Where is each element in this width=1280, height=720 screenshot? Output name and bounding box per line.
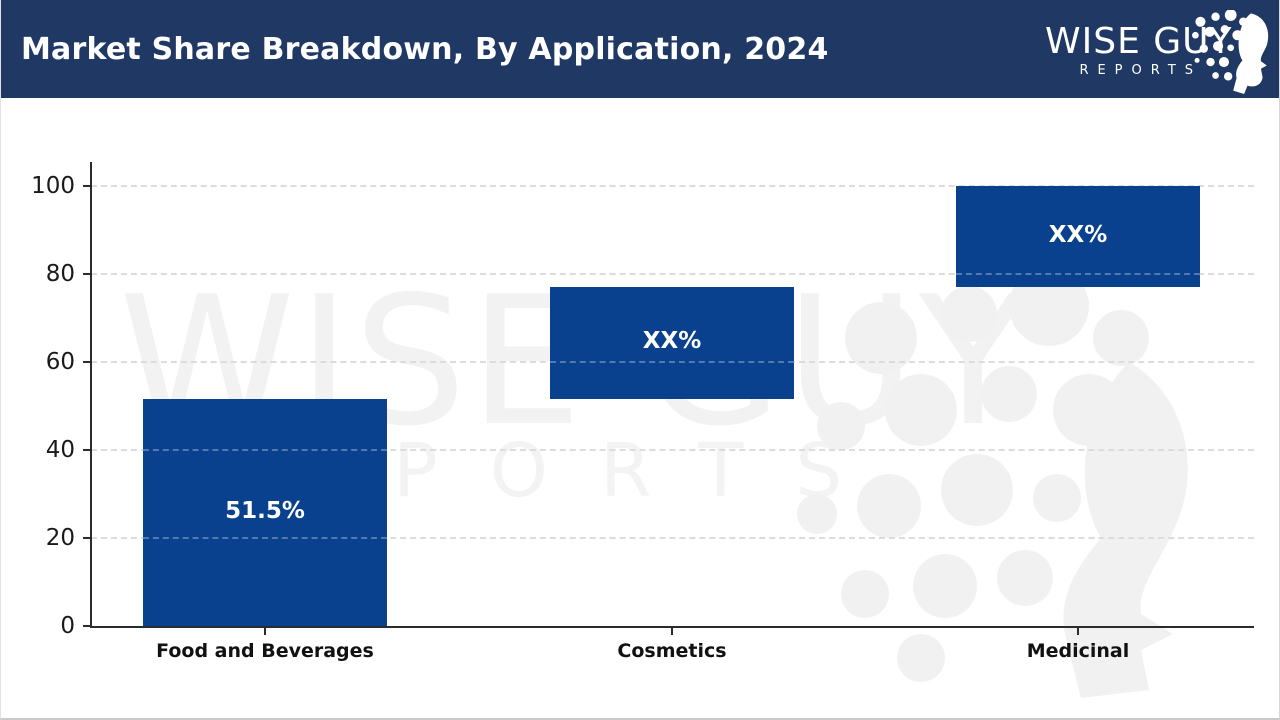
plot-area: WISE GUY REPORTS 0 20 40 60 80 100 51.5% Food a… (1, 98, 1279, 718)
bar-segment (143, 399, 387, 626)
y-tick-label: 40 (45, 437, 75, 463)
bar-segment (956, 186, 1200, 288)
y-tick-mark (83, 449, 91, 451)
y-tick-mark (83, 185, 91, 187)
dotted-face-icon (1192, 10, 1269, 94)
y-tick-label: 20 (45, 525, 75, 551)
y-tick-mark (83, 625, 91, 627)
y-tick-mark (83, 361, 91, 363)
bar-segment (550, 287, 794, 400)
watermark-face-icon (797, 266, 1188, 698)
brand-logo-text: WISE GUY REPORTS (1045, 20, 1233, 78)
x-axis-line (90, 626, 1254, 628)
header-band: Market Share Breakdown, By Application, … (1, 0, 1279, 98)
brand-name: WISE GUY (1045, 20, 1233, 62)
gridline (91, 449, 1254, 451)
x-category-label: Medicinal (1026, 640, 1130, 662)
x-category-label: Food and Beverages (156, 640, 374, 662)
y-tick-label: 0 (60, 613, 75, 639)
y-tick-mark (83, 537, 91, 539)
bar-value-label: XX% (1048, 221, 1108, 248)
x-tick-mark (264, 628, 266, 635)
x-tick-mark (1077, 628, 1079, 635)
gridline (91, 185, 1254, 187)
brand-logo: WISE GUY REPORTS (1017, 8, 1269, 94)
x-tick-mark (671, 628, 673, 635)
y-tick-label: 100 (31, 173, 75, 199)
gridline-over-bar (143, 536, 387, 539)
gridline-over-bar (956, 273, 1200, 275)
bar-value-label: XX% (642, 328, 702, 355)
y-axis-line (90, 162, 92, 628)
bar-value-label: 51.5% (225, 497, 305, 524)
y-tick-label: 60 (45, 349, 75, 375)
gridline-over-bar (550, 360, 794, 363)
brand-subname: REPORTS (1079, 62, 1203, 78)
gridline (91, 273, 1254, 275)
y-tick-mark (83, 273, 91, 275)
chart-title: Market Share Breakdown, By Application, … (21, 31, 829, 67)
gridline-over-bar (143, 448, 387, 451)
gridline (91, 537, 1254, 539)
x-category-label: Cosmetics (617, 640, 727, 662)
y-tick-label: 80 (45, 261, 75, 287)
